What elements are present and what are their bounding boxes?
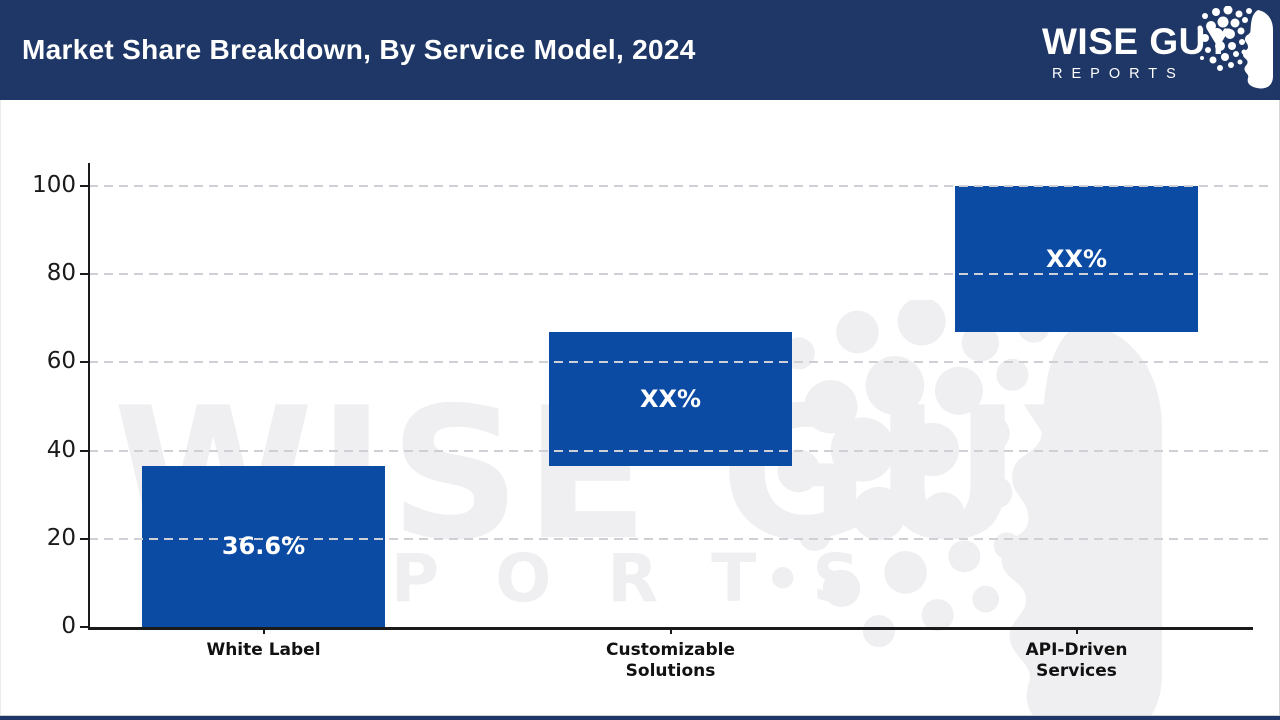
x-axis-spine xyxy=(87,627,1253,630)
x-axis-label-customizable-solutions: Customizable Solutions xyxy=(606,640,735,682)
dots-pattern-icon xyxy=(1197,6,1252,71)
gridline-y-20 xyxy=(89,537,1272,540)
y-tickmark-60 xyxy=(80,361,88,364)
x-axis-label-line: Customizable xyxy=(606,640,735,660)
y-tickmark-100 xyxy=(80,185,88,187)
y-axis-tick-100: 100 xyxy=(32,172,76,198)
y-axis-tick-60: 60 xyxy=(46,348,76,375)
y-tickmark-0 xyxy=(80,626,88,628)
y-axis-tick-20: 20 xyxy=(46,524,76,551)
x-axis-label-api-driven-services: API-Driven Services xyxy=(1025,640,1127,682)
gridline-y-100 xyxy=(89,185,1272,187)
bottom-divider xyxy=(0,715,1280,716)
x-axis-label-line: API-Driven xyxy=(1025,640,1128,660)
footer-bar xyxy=(0,716,1280,720)
wise-guy-logo: WISE GUY REPORTS xyxy=(1042,6,1273,89)
bar-segment-api-driven-services xyxy=(955,186,1198,332)
header-bar: Market Share Breakdown, By Service Model… xyxy=(0,0,1280,100)
bar-value-label-white-label: 36.6% xyxy=(221,532,306,561)
y-tickmark-20 xyxy=(80,537,88,540)
gridline-y-40 xyxy=(89,449,1272,452)
gridline-y-60 xyxy=(89,361,1272,364)
x-axis-label-line: White Label xyxy=(206,640,321,660)
x-tickmark-white-label xyxy=(262,627,265,634)
y-tickmark-40 xyxy=(80,449,88,452)
y-axis-tick-40: 40 xyxy=(46,436,76,463)
y-axis-tick-80: 80 xyxy=(46,260,76,287)
x-axis-label-white-label: White Label xyxy=(206,640,320,661)
y-tickmark-80 xyxy=(80,273,88,276)
bar-value-label-api-driven-services: XX% xyxy=(1045,244,1108,273)
bar-segment-customizable-solutions xyxy=(549,331,792,466)
y-axis-spine xyxy=(87,163,90,630)
logo-subtext: REPORTS xyxy=(1052,66,1185,82)
gridline-y-80 xyxy=(89,273,1272,276)
chart-title: Market Share Breakdown, By Service Model… xyxy=(22,34,696,65)
face-profile-icon xyxy=(1242,10,1273,89)
x-axis-label-line: Services xyxy=(1036,661,1117,681)
logo-wordmark: WISE GUY xyxy=(1042,21,1231,62)
y-axis-tick-0: 0 xyxy=(61,613,76,639)
x-axis-label-line: Solutions xyxy=(625,661,716,681)
bar-value-label-customizable-solutions: XX% xyxy=(639,384,702,413)
x-tickmark-customizable-solutions xyxy=(669,627,672,634)
bar-segment-white-label xyxy=(142,465,385,627)
